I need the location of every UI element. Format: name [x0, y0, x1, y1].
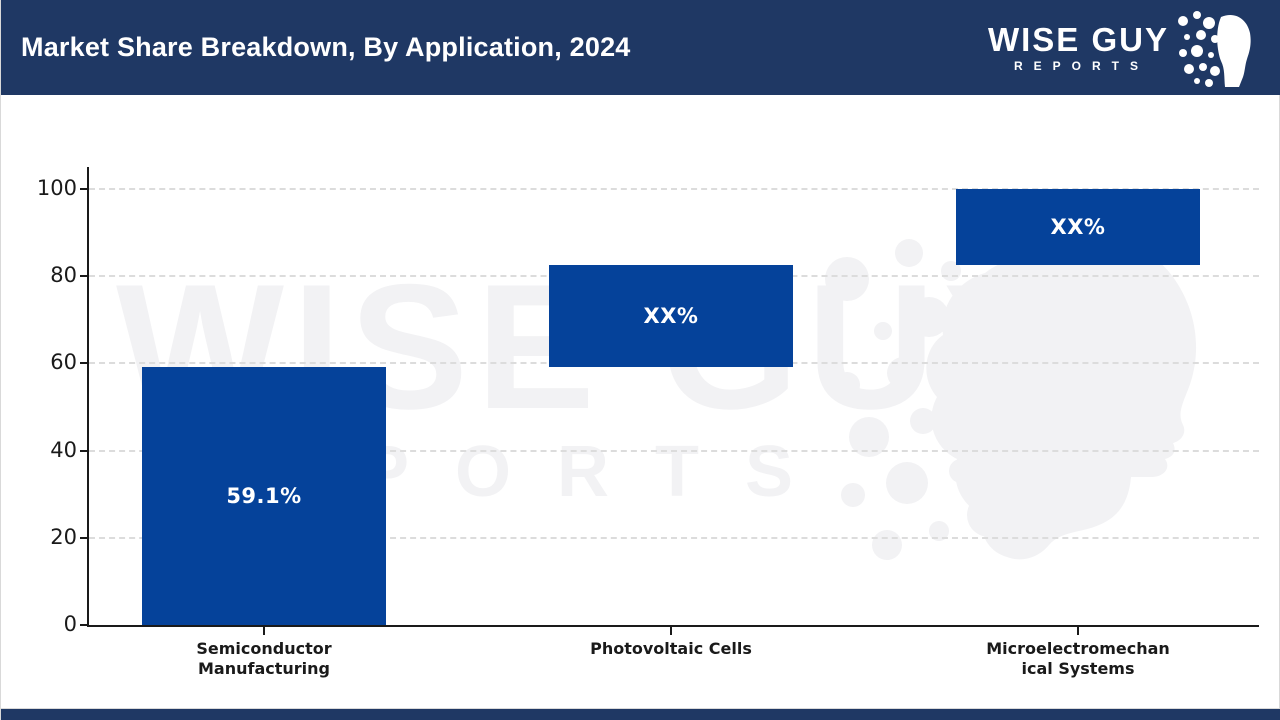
y-tick-60 — [80, 362, 89, 365]
bar-value-label-3: XX% — [1050, 214, 1106, 239]
footer-bar — [1, 709, 1280, 720]
x-tick-3 — [1077, 627, 1079, 635]
header-bar: Market Share Breakdown, By Application, … — [1, 0, 1280, 95]
page-title: Market Share Breakdown, By Application, … — [21, 32, 631, 62]
x-tick-2 — [670, 627, 672, 635]
y-tick-label-60: 60 — [50, 350, 77, 375]
footer-divider — [1, 708, 1280, 709]
x-category-label-3: Microelectromechan ical Systems — [986, 639, 1170, 678]
x-category-label-1: Semiconductor Manufacturing — [196, 639, 332, 678]
bar-value-label-1: 59.1% — [226, 484, 302, 509]
y-tick-0 — [80, 624, 89, 626]
y-tick-100 — [80, 187, 89, 190]
bar-1: 59.1% — [142, 367, 386, 625]
x-category-label-2: Photovoltaic Cells — [590, 639, 752, 658]
y-tick-80 — [80, 275, 89, 278]
y-axis-line — [87, 167, 89, 627]
x-axis-line — [87, 625, 1259, 627]
brand-logo: WISE GUY REPORTS — [988, 7, 1253, 89]
y-tick-label-100: 100 — [36, 175, 77, 200]
y-tick-label-0: 0 — [63, 612, 77, 636]
y-tick-40 — [80, 449, 89, 452]
logo-wiseguy-text: WISE GUY — [987, 20, 1169, 58]
logo-head-icon — [1178, 10, 1251, 87]
bar-3: XX% — [956, 188, 1200, 265]
bar-value-label-2: XX% — [643, 303, 699, 328]
y-tick-20 — [80, 536, 89, 539]
y-tick-label-20: 20 — [50, 524, 77, 549]
logo-reports-text: REPORTS — [1013, 58, 1149, 73]
gridline-100 — [89, 187, 1259, 190]
gridline-40 — [89, 449, 1259, 452]
y-tick-label-80: 80 — [50, 263, 77, 288]
y-tick-label-40: 40 — [50, 437, 77, 462]
x-tick-1 — [263, 627, 265, 635]
bar-2: XX% — [549, 264, 793, 368]
gridline-20 — [89, 536, 1259, 539]
